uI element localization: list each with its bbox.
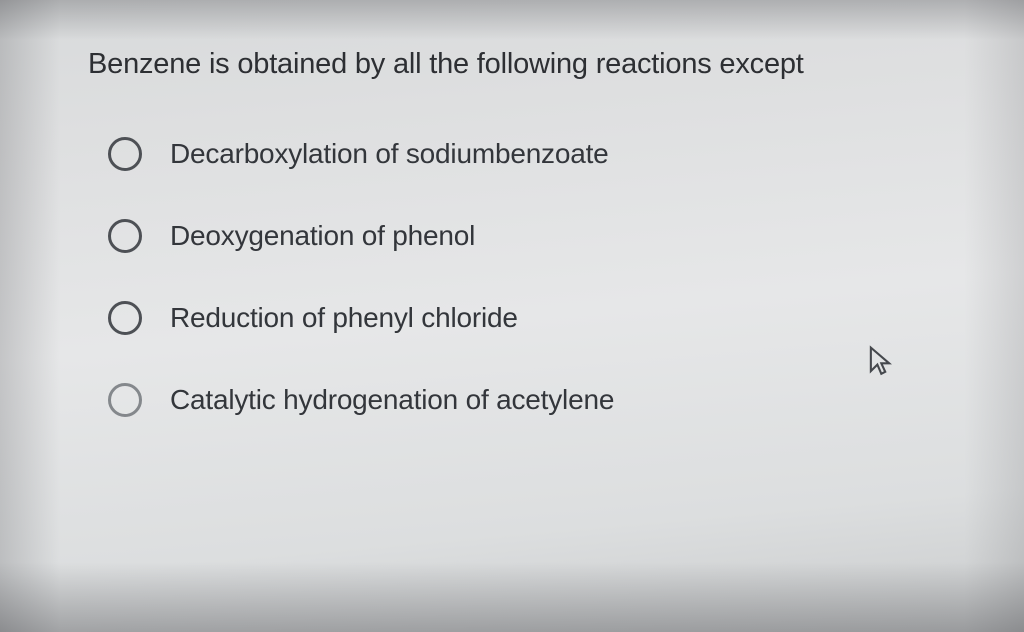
option-label: Deoxygenation of phenol xyxy=(170,220,475,252)
vignette xyxy=(0,0,1024,40)
option-row-1[interactable]: Deoxygenation of phenol xyxy=(108,219,954,253)
option-row-2[interactable]: Reduction of phenyl chloride xyxy=(108,301,954,335)
option-label: Reduction of phenyl chloride xyxy=(170,302,518,334)
option-row-3[interactable]: Catalytic hydrogenation of acetylene xyxy=(108,383,954,417)
options-group: Decarboxylation of sodiumbenzoate Deoxyg… xyxy=(88,137,954,417)
radio-icon[interactable] xyxy=(108,301,142,335)
option-row-0[interactable]: Decarboxylation of sodiumbenzoate xyxy=(108,137,954,171)
quiz-screen: Benzene is obtained by all the following… xyxy=(0,0,1024,632)
vignette xyxy=(0,562,1024,632)
option-label: Catalytic hydrogenation of acetylene xyxy=(170,384,614,416)
option-label: Decarboxylation of sodiumbenzoate xyxy=(170,138,609,170)
radio-icon[interactable] xyxy=(108,137,142,171)
radio-icon[interactable] xyxy=(108,219,142,253)
vignette xyxy=(964,0,1024,632)
radio-icon[interactable] xyxy=(108,383,142,417)
question-stem: Benzene is obtained by all the following… xyxy=(88,48,954,81)
vignette xyxy=(0,0,60,632)
